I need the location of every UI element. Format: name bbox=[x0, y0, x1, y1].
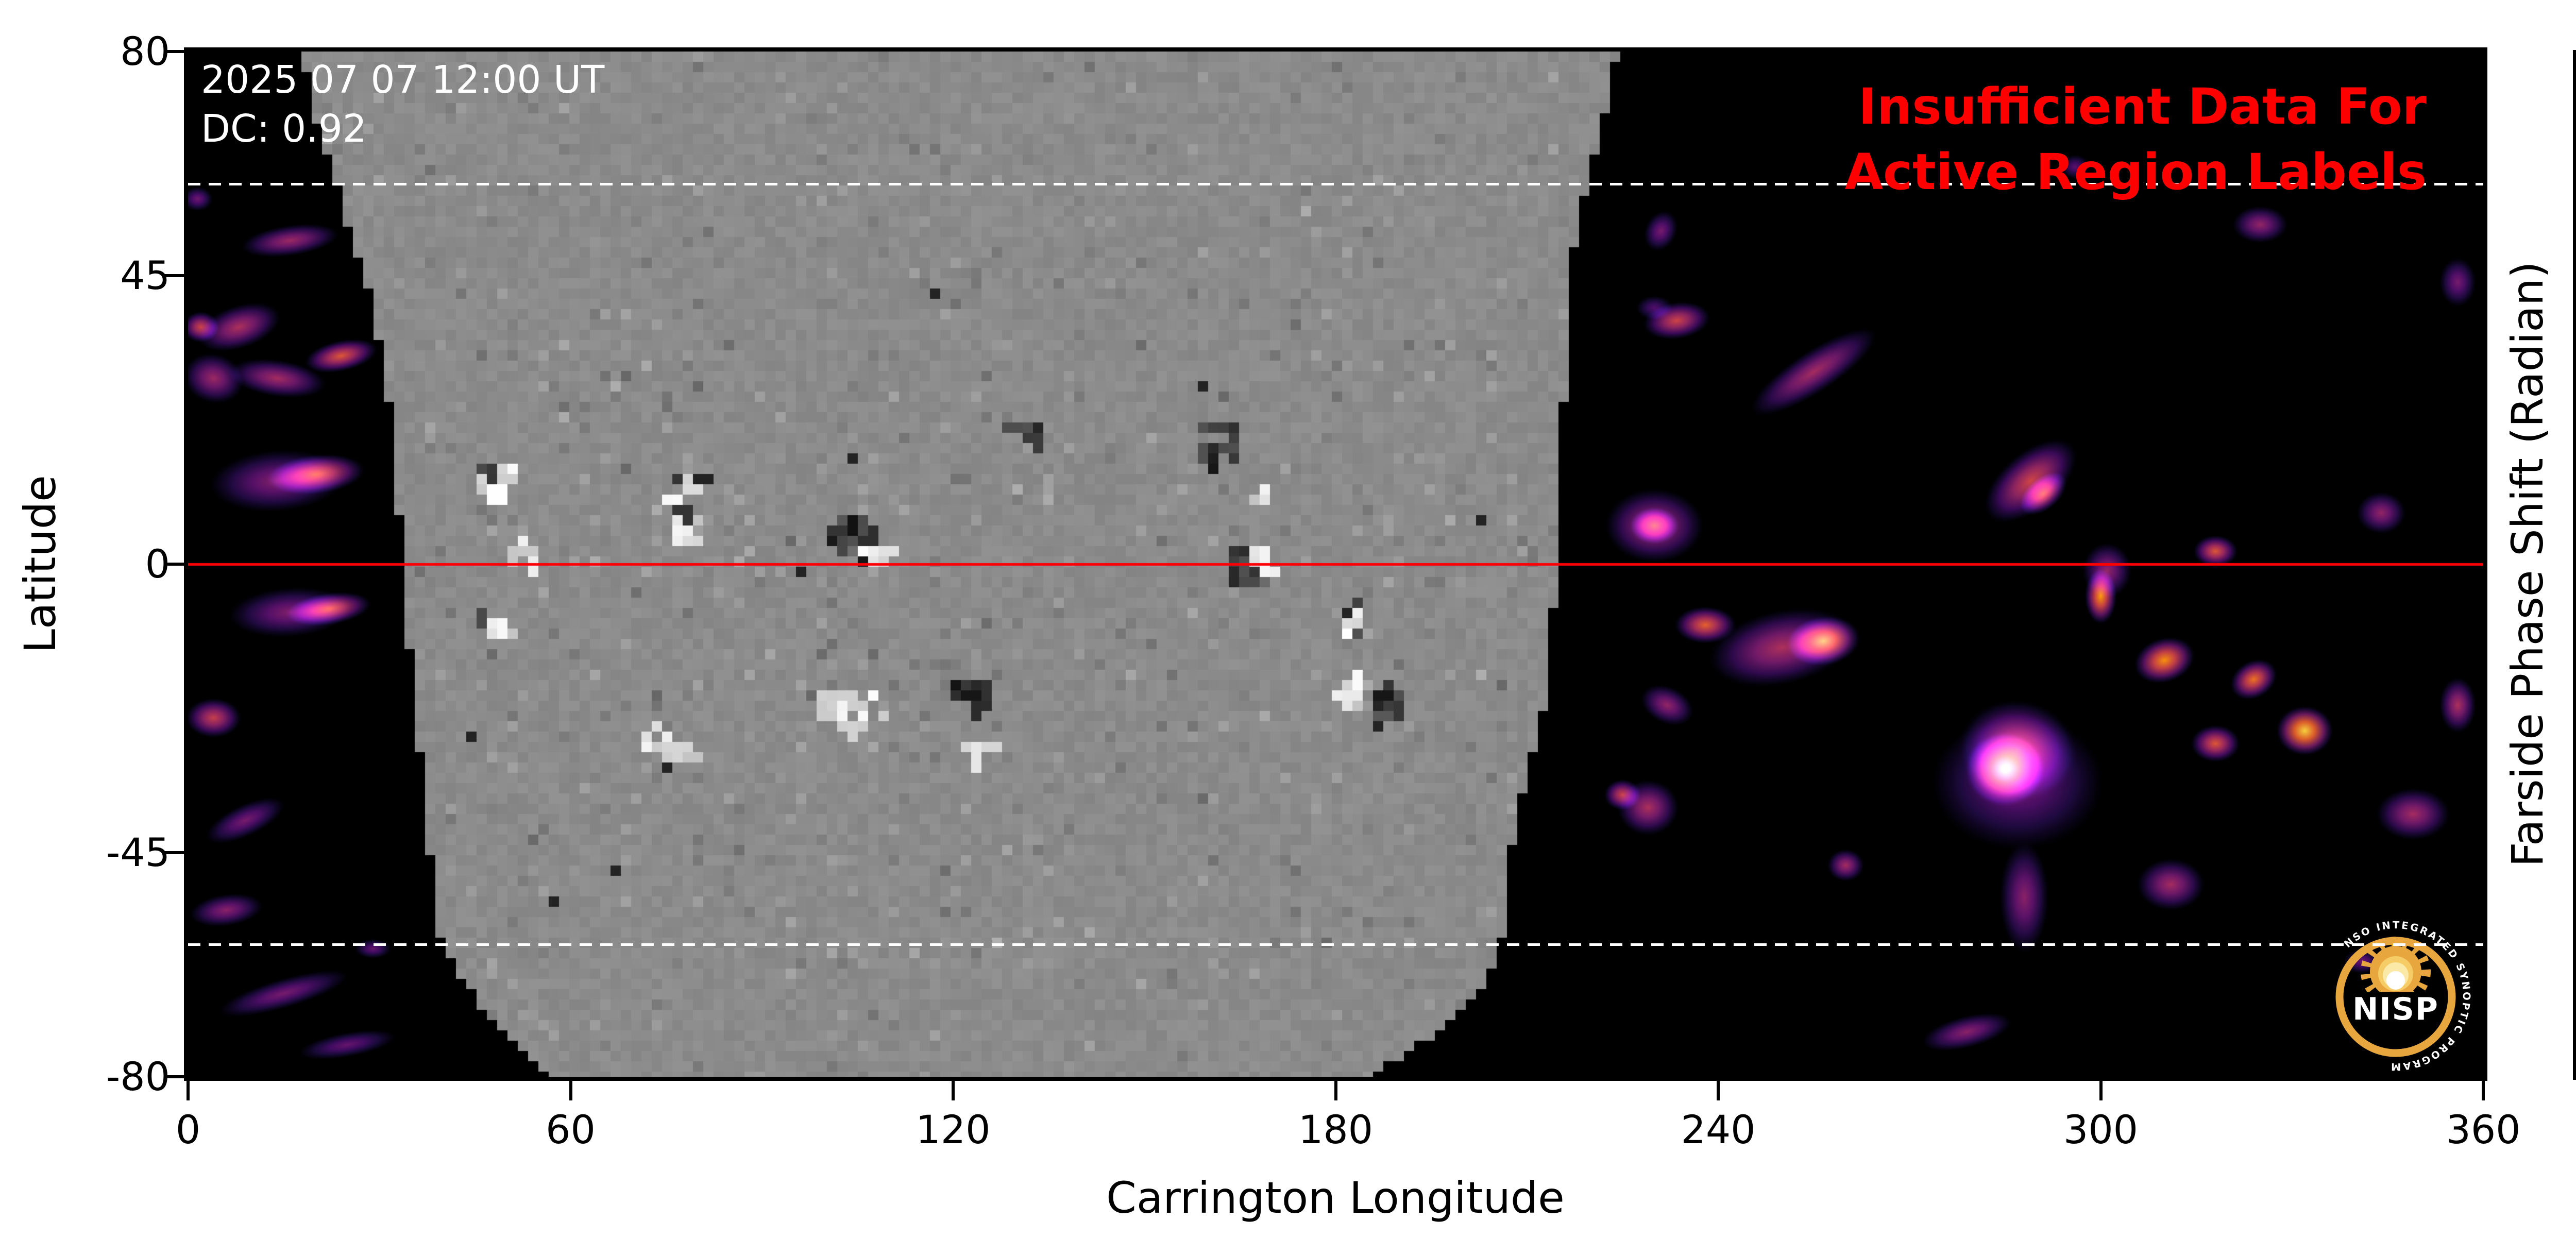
x-tick-label: 0 bbox=[175, 1107, 201, 1152]
annotation-block: 2025 07 07 12:00 UT DC: 0.92 bbox=[201, 56, 604, 154]
y-tick-label: -45 bbox=[106, 829, 170, 875]
x-tick-label: 60 bbox=[546, 1107, 596, 1152]
x-tick-label: 360 bbox=[2446, 1107, 2521, 1152]
nisp-logo: NISP NSO INTEGRATED SYNOPTIC PROGRAM bbox=[2335, 919, 2471, 1073]
datetime-text: 2025 07 07 12:00 UT bbox=[201, 58, 605, 102]
x-tick-label: 240 bbox=[1681, 1107, 1756, 1152]
x-tick-label: 120 bbox=[916, 1107, 991, 1152]
colorbar1-farside-phase-shift bbox=[2573, 50, 2576, 1080]
x-tick-mark bbox=[952, 1081, 955, 1100]
y-axis-label: Latitude bbox=[15, 475, 65, 653]
dashed-latitude-line-north bbox=[188, 183, 2483, 185]
logo-wordmark: NISP bbox=[2352, 991, 2439, 1027]
x-axis-label: Carrington Longitude bbox=[1106, 1173, 1565, 1223]
y-tick-mark bbox=[164, 50, 184, 53]
x-tick-mark bbox=[569, 1081, 572, 1100]
plot-area: 2025 07 07 12:00 UT DC: 0.92 Insufficient… bbox=[184, 47, 2487, 1081]
y-tick-mark bbox=[164, 851, 184, 854]
y-tick-mark bbox=[164, 274, 184, 278]
y-tick-mark bbox=[164, 1075, 184, 1078]
y-tick-label: 80 bbox=[120, 28, 170, 74]
dc-text: DC: 0.92 bbox=[201, 107, 367, 151]
x-tick-mark bbox=[2482, 1081, 2485, 1100]
colorbar1-label: Farside Phase Shift (Radian) bbox=[2502, 261, 2553, 867]
x-tick-label: 180 bbox=[1298, 1107, 1374, 1152]
solar-map-canvas bbox=[188, 52, 2483, 1077]
y-tick-mark bbox=[164, 563, 184, 566]
y-tick-label: 0 bbox=[145, 541, 170, 587]
warning-line-2: Active Region Labels bbox=[1844, 143, 2427, 201]
x-tick-mark bbox=[187, 1081, 190, 1100]
x-tick-label: 300 bbox=[2063, 1107, 2139, 1152]
dashed-latitude-line-south bbox=[188, 943, 2483, 946]
logo-sun-icon bbox=[2361, 937, 2431, 992]
x-tick-mark bbox=[1334, 1081, 1337, 1100]
warning-line-1: Insufficient Data For bbox=[1858, 78, 2427, 135]
x-tick-mark bbox=[2099, 1081, 2103, 1100]
y-tick-label: 45 bbox=[120, 252, 170, 299]
y-tick-label: -80 bbox=[106, 1054, 170, 1099]
x-tick-mark bbox=[1717, 1081, 1720, 1100]
warning-text: Insufficient Data For Active Region Label… bbox=[1845, 74, 2427, 205]
